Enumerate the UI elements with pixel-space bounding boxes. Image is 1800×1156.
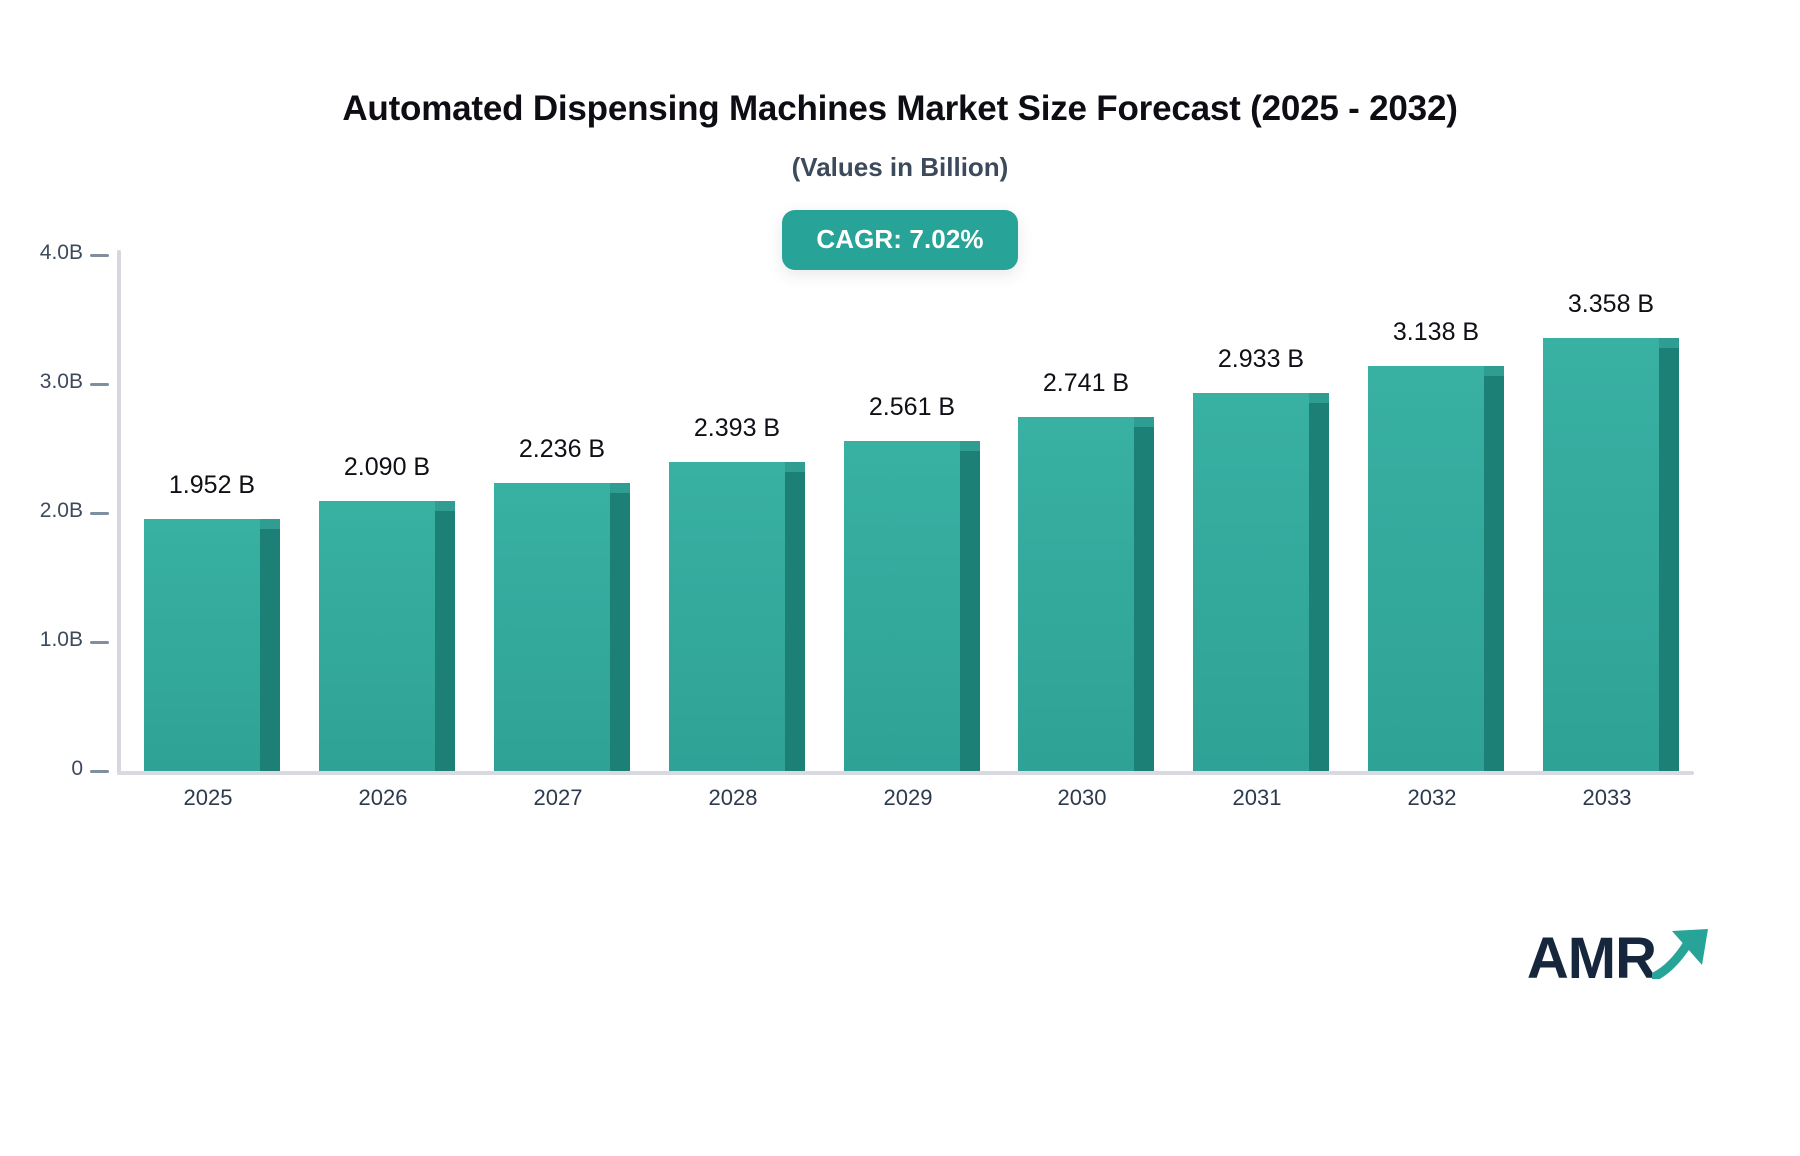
bar-value-label: 3.358 B — [1567, 290, 1655, 318]
bar-value-label: 2.933 B — [1217, 345, 1305, 373]
y-axis-line — [117, 250, 121, 774]
bar-top-bevel — [1134, 417, 1154, 427]
y-axis-tick-label: 2.0B — [39, 499, 83, 522]
bar-value-label: 2.393 B — [693, 414, 781, 442]
bar-side-shadow — [1659, 347, 1679, 771]
bar-top-bevel — [260, 519, 280, 529]
bar-top-bevel — [610, 483, 630, 493]
bar-side-shadow — [1484, 375, 1504, 771]
y-axis-tick-mark — [90, 383, 109, 386]
bar-value-label: 2.090 B — [343, 453, 431, 481]
bar-side-shadow — [785, 471, 805, 771]
bar-top-bevel — [785, 462, 805, 472]
amr-wordmark: AMR — [1526, 926, 1657, 991]
y-axis-tick-mark — [90, 770, 109, 773]
y-axis-tick-label: 3.0B — [39, 370, 83, 393]
x-axis-tick-label: 2027 — [533, 785, 583, 810]
x-axis-tick-label: 2033 — [1582, 785, 1632, 810]
bar[interactable] — [144, 519, 280, 771]
bar-top-bevel — [1309, 393, 1329, 403]
bar-face — [1368, 366, 1484, 771]
x-axis-tick-label: 2031 — [1232, 785, 1282, 810]
x-axis-tick-label: 2029 — [883, 785, 933, 810]
bar-top-bevel — [960, 441, 980, 451]
bar-side-shadow — [1134, 426, 1154, 771]
x-axis-tick-label: 2025 — [183, 785, 233, 810]
x-axis-tick-label: 2028 — [708, 785, 758, 810]
bar-top-bevel — [1484, 366, 1504, 376]
bar-side-shadow — [435, 510, 455, 771]
chart-header: Automated Dispensing Machines Market Siz… — [0, 0, 1800, 270]
bar[interactable] — [1543, 338, 1679, 771]
bar-side-shadow — [260, 528, 280, 771]
bar-value-label: 3.138 B — [1392, 318, 1480, 346]
bar[interactable] — [669, 462, 805, 771]
bar-value-label: 1.952 B — [168, 471, 256, 499]
y-axis-tick-mark — [90, 641, 109, 644]
y-axis-tick-mark — [90, 254, 109, 257]
bar-face — [844, 441, 960, 771]
amr-logo: AMR — [1527, 927, 1714, 988]
bar-side-shadow — [960, 450, 980, 771]
bar[interactable] — [1368, 366, 1504, 771]
chart-subtitle: (Values in Billion) — [791, 152, 1009, 182]
bar-value-label: 2.561 B — [868, 393, 956, 421]
bar-face — [669, 462, 785, 771]
bar[interactable] — [494, 483, 630, 771]
bar-side-shadow — [610, 492, 630, 771]
bar-face — [1543, 338, 1659, 771]
bar-face — [1018, 417, 1134, 771]
bar[interactable] — [1018, 417, 1154, 771]
page-title: Automated Dispensing Machines Market Siz… — [342, 89, 1458, 128]
bar-top-bevel — [1659, 338, 1679, 348]
cagr-badge: CAGR: 7.02% — [782, 210, 1018, 270]
y-axis-tick-label: 4.0B — [39, 241, 83, 264]
bar[interactable] — [1193, 393, 1329, 771]
bar-top-bevel — [435, 501, 455, 511]
bar[interactable] — [319, 501, 455, 771]
bar-side-shadow — [1309, 402, 1329, 771]
x-axis-line — [117, 771, 1694, 775]
bar-face — [1193, 393, 1309, 771]
bar-value-label: 2.236 B — [518, 435, 606, 463]
bar-face — [494, 483, 610, 771]
bar-face — [319, 501, 435, 771]
y-axis-tick-mark — [90, 512, 109, 515]
x-axis-tick-label: 2030 — [1057, 785, 1107, 810]
bar-face — [144, 519, 260, 771]
y-axis-tick-label: 1.0B — [39, 628, 83, 651]
bar[interactable] — [844, 441, 980, 771]
growth-arrow-icon — [1649, 927, 1714, 984]
bar-value-label: 2.741 B — [1042, 369, 1130, 397]
x-axis-tick-label: 2032 — [1407, 785, 1457, 810]
x-axis-tick-label: 2026 — [358, 785, 408, 810]
cagr-badge-container: CAGR: 7.02% — [0, 210, 1800, 270]
y-axis-tick-label: 0 — [71, 757, 83, 780]
